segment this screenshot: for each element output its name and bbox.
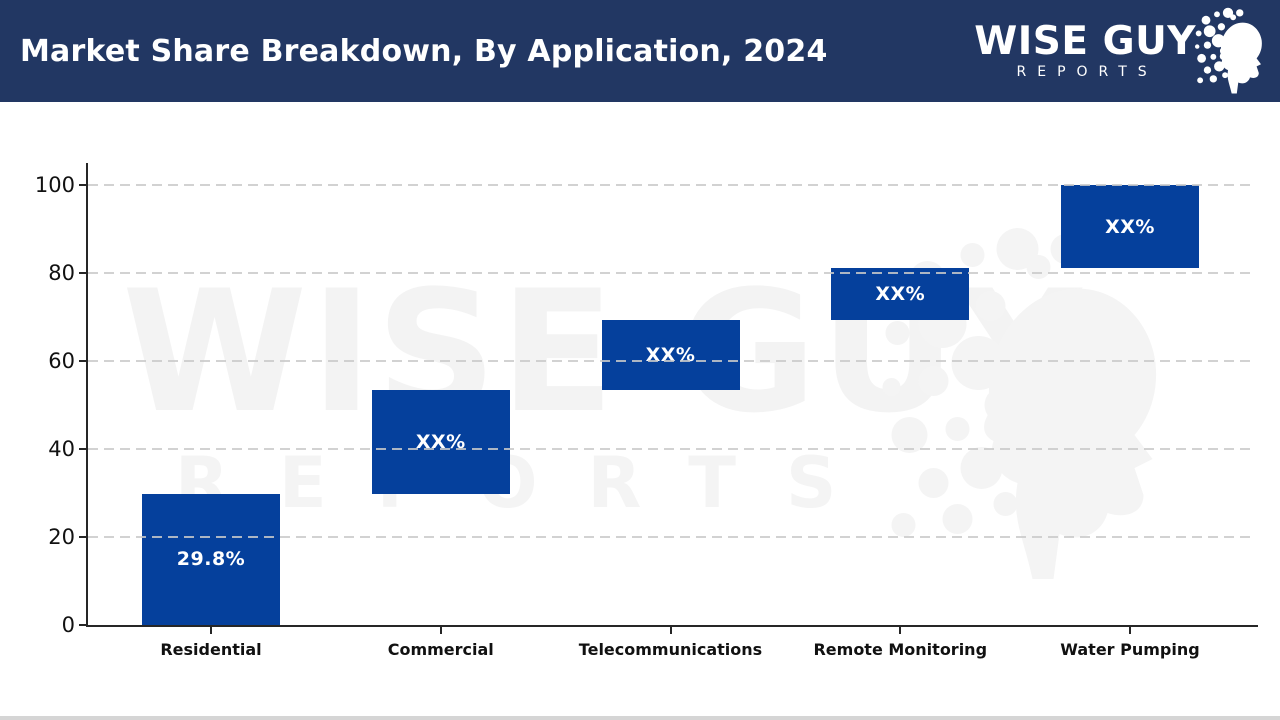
ytick-label-100: 100 [34, 173, 75, 197]
ytick-label-80: 80 [48, 261, 75, 285]
ytick-mark-80 [79, 272, 87, 274]
gridline-80 [88, 272, 1256, 274]
bar-value-label: XX% [875, 283, 926, 306]
bar-telecommunications: XX% [601, 320, 740, 391]
bar-commercial: XX% [371, 390, 510, 494]
category-label-2: Telecommunications [578, 640, 763, 659]
ytick-mark-0 [79, 624, 87, 626]
xtick-mark-1 [439, 627, 442, 634]
brand-logo: WISE GUY REPORTS [974, 7, 1266, 95]
ytick-mark-100 [79, 184, 87, 186]
bar-remote-monitoring: XX% [831, 268, 970, 321]
bar-water-pumping: XX% [1061, 185, 1199, 269]
ytick-label-40: 40 [48, 437, 75, 461]
x-axis [86, 625, 1258, 627]
category-label-3: Remote Monitoring [813, 640, 988, 659]
ytick-label-20: 20 [48, 525, 75, 549]
logo-wordmark: WISE GUY REPORTS [974, 22, 1196, 80]
gridline-60 [88, 360, 1256, 362]
y-axis [86, 163, 88, 627]
bar-value-label: XX% [415, 430, 466, 453]
logo-wordmark-sub: REPORTS [1016, 64, 1158, 80]
bar-value-label: 29.8% [176, 548, 246, 571]
category-label-0: Residential [160, 640, 262, 659]
header: Market Share Breakdown, By Application, … [0, 0, 1280, 102]
ytick-mark-20 [79, 536, 87, 538]
gridline-100 [88, 184, 1256, 186]
bar-value-label: XX% [1105, 215, 1155, 238]
gridline-20 [88, 536, 1256, 538]
logo-head-icon [1190, 7, 1266, 95]
category-label-4: Water Pumping [1060, 640, 1200, 659]
category-label-1: Commercial [387, 640, 494, 659]
logo-wordmark-main: WISE GUY [974, 19, 1196, 64]
ytick-mark-60 [79, 360, 87, 362]
xtick-mark-0 [210, 627, 212, 634]
bar-value-label: XX% [645, 344, 696, 367]
ytick-label-0: 0 [61, 613, 75, 637]
bottom-border [0, 716, 1280, 720]
ytick-label-60: 60 [48, 349, 75, 373]
xtick-mark-3 [899, 627, 902, 634]
gridline-40 [88, 448, 1256, 450]
xtick-mark-4 [1129, 627, 1131, 634]
page-title: Market Share Breakdown, By Application, … [20, 33, 828, 69]
bar-residential: 29.8% [142, 493, 280, 625]
xtick-mark-2 [669, 627, 672, 634]
ytick-mark-40 [79, 448, 87, 450]
